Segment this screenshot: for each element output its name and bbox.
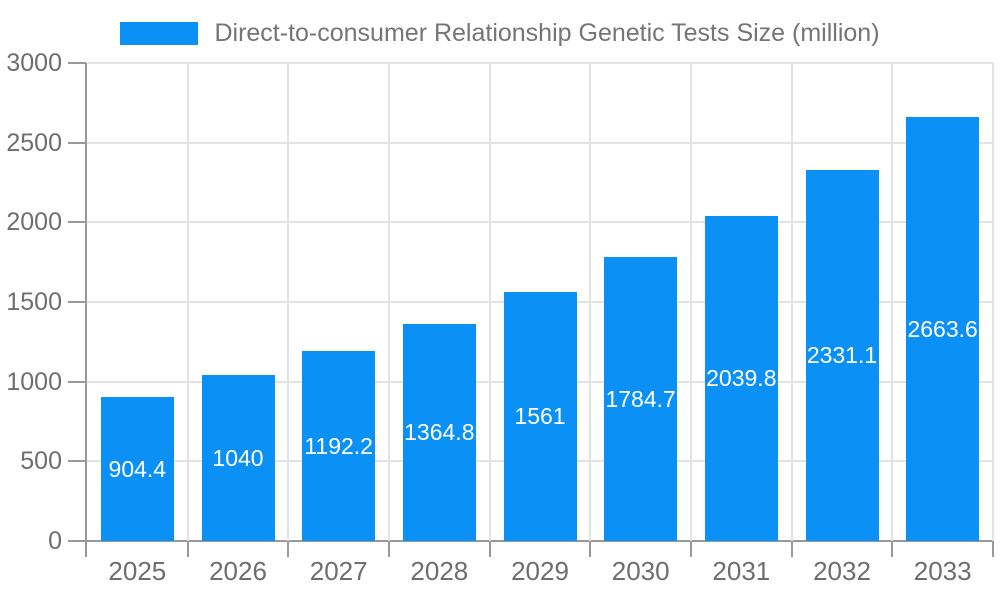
x-gridline xyxy=(488,63,491,541)
x-gridline xyxy=(790,63,793,541)
x-axis-tick xyxy=(992,541,994,557)
x-gridline xyxy=(186,63,189,541)
y-gridline xyxy=(87,141,993,144)
legend-swatch[interactable] xyxy=(120,21,199,45)
legend: Direct-to-consumer Relationship Genetic … xyxy=(0,18,1000,48)
bar-value-label: 1040 xyxy=(212,444,264,471)
x-gridline xyxy=(589,63,592,541)
x-axis-tick xyxy=(790,541,793,557)
bar-value-label: 2663.6 xyxy=(907,315,978,342)
bar-2031[interactable]: 2039.8 xyxy=(704,216,778,541)
bar-2027[interactable]: 1192.2 xyxy=(302,351,376,541)
x-axis-label: 2025 xyxy=(108,556,167,586)
bar-2028[interactable]: 1364.8 xyxy=(402,324,476,541)
y-gridline xyxy=(87,221,993,224)
bar-2033[interactable]: 2663.6 xyxy=(906,117,980,541)
x-axis-line xyxy=(68,540,993,542)
y-axis-tick xyxy=(68,62,86,64)
y-axis-tick xyxy=(68,141,86,144)
bar-2026[interactable]: 1040 xyxy=(201,375,275,541)
bar-2029[interactable]: 1561 xyxy=(503,292,577,541)
x-axis-tick xyxy=(891,541,894,557)
y-axis-tick xyxy=(68,380,86,383)
y-axis-tick xyxy=(68,221,86,224)
x-axis-tick xyxy=(690,541,692,557)
y-axis-label: 1500 xyxy=(6,288,62,316)
bar-2030[interactable]: 1784.7 xyxy=(604,257,678,541)
bar-2032[interactable]: 2331.1 xyxy=(805,170,879,541)
bar-2025[interactable]: 904.4 xyxy=(100,397,174,541)
y-axis-label: 2500 xyxy=(6,128,62,157)
y-axis-line xyxy=(85,63,87,557)
x-axis-tick xyxy=(488,541,491,557)
x-axis-tick xyxy=(186,541,189,557)
x-axis-label: 2029 xyxy=(511,556,569,586)
y-axis-label: 2000 xyxy=(6,208,62,237)
x-axis-tick xyxy=(287,541,290,557)
bar-value-label: 2039.8 xyxy=(706,365,777,391)
x-axis-label: 2033 xyxy=(913,556,972,586)
bar-value-label: 1784.7 xyxy=(605,385,676,412)
x-axis-label: 2032 xyxy=(813,556,871,586)
x-axis-label: 2026 xyxy=(209,556,267,586)
y-axis-label: 500 xyxy=(20,447,62,476)
bar-value-label: 1364.8 xyxy=(404,419,475,445)
bar-value-label: 1561 xyxy=(514,403,566,429)
y-axis-tick xyxy=(68,460,86,463)
plot-area: 904.4 1040 1192.2 1364.8 1561 1784.7 2039.8 233… xyxy=(87,62,994,541)
bar-value-label: 2331.1 xyxy=(806,342,878,368)
x-axis-label: 2027 xyxy=(309,556,368,586)
x-gridline xyxy=(388,63,390,541)
y-axis-label: 3000 xyxy=(6,49,62,77)
y-axis-tick xyxy=(68,301,86,303)
bar-value-label: 1192.2 xyxy=(304,432,373,459)
bar-value-label: 904.4 xyxy=(108,455,167,482)
x-axis-label: 2031 xyxy=(712,556,771,586)
x-gridline xyxy=(690,63,692,541)
y-gridline xyxy=(87,62,993,64)
x-axis-label: 2028 xyxy=(410,556,469,586)
x-gridline xyxy=(992,63,994,541)
legend-label[interactable]: Direct-to-consumer Relationship Genetic … xyxy=(214,19,880,47)
x-axis-tick xyxy=(388,541,390,557)
x-gridline xyxy=(287,63,290,541)
y-axis-label: 0 xyxy=(48,527,62,555)
x-axis-tick xyxy=(589,541,592,557)
x-axis-label: 2030 xyxy=(611,556,670,586)
y-axis-label: 1000 xyxy=(6,367,62,396)
x-gridline xyxy=(891,63,894,541)
